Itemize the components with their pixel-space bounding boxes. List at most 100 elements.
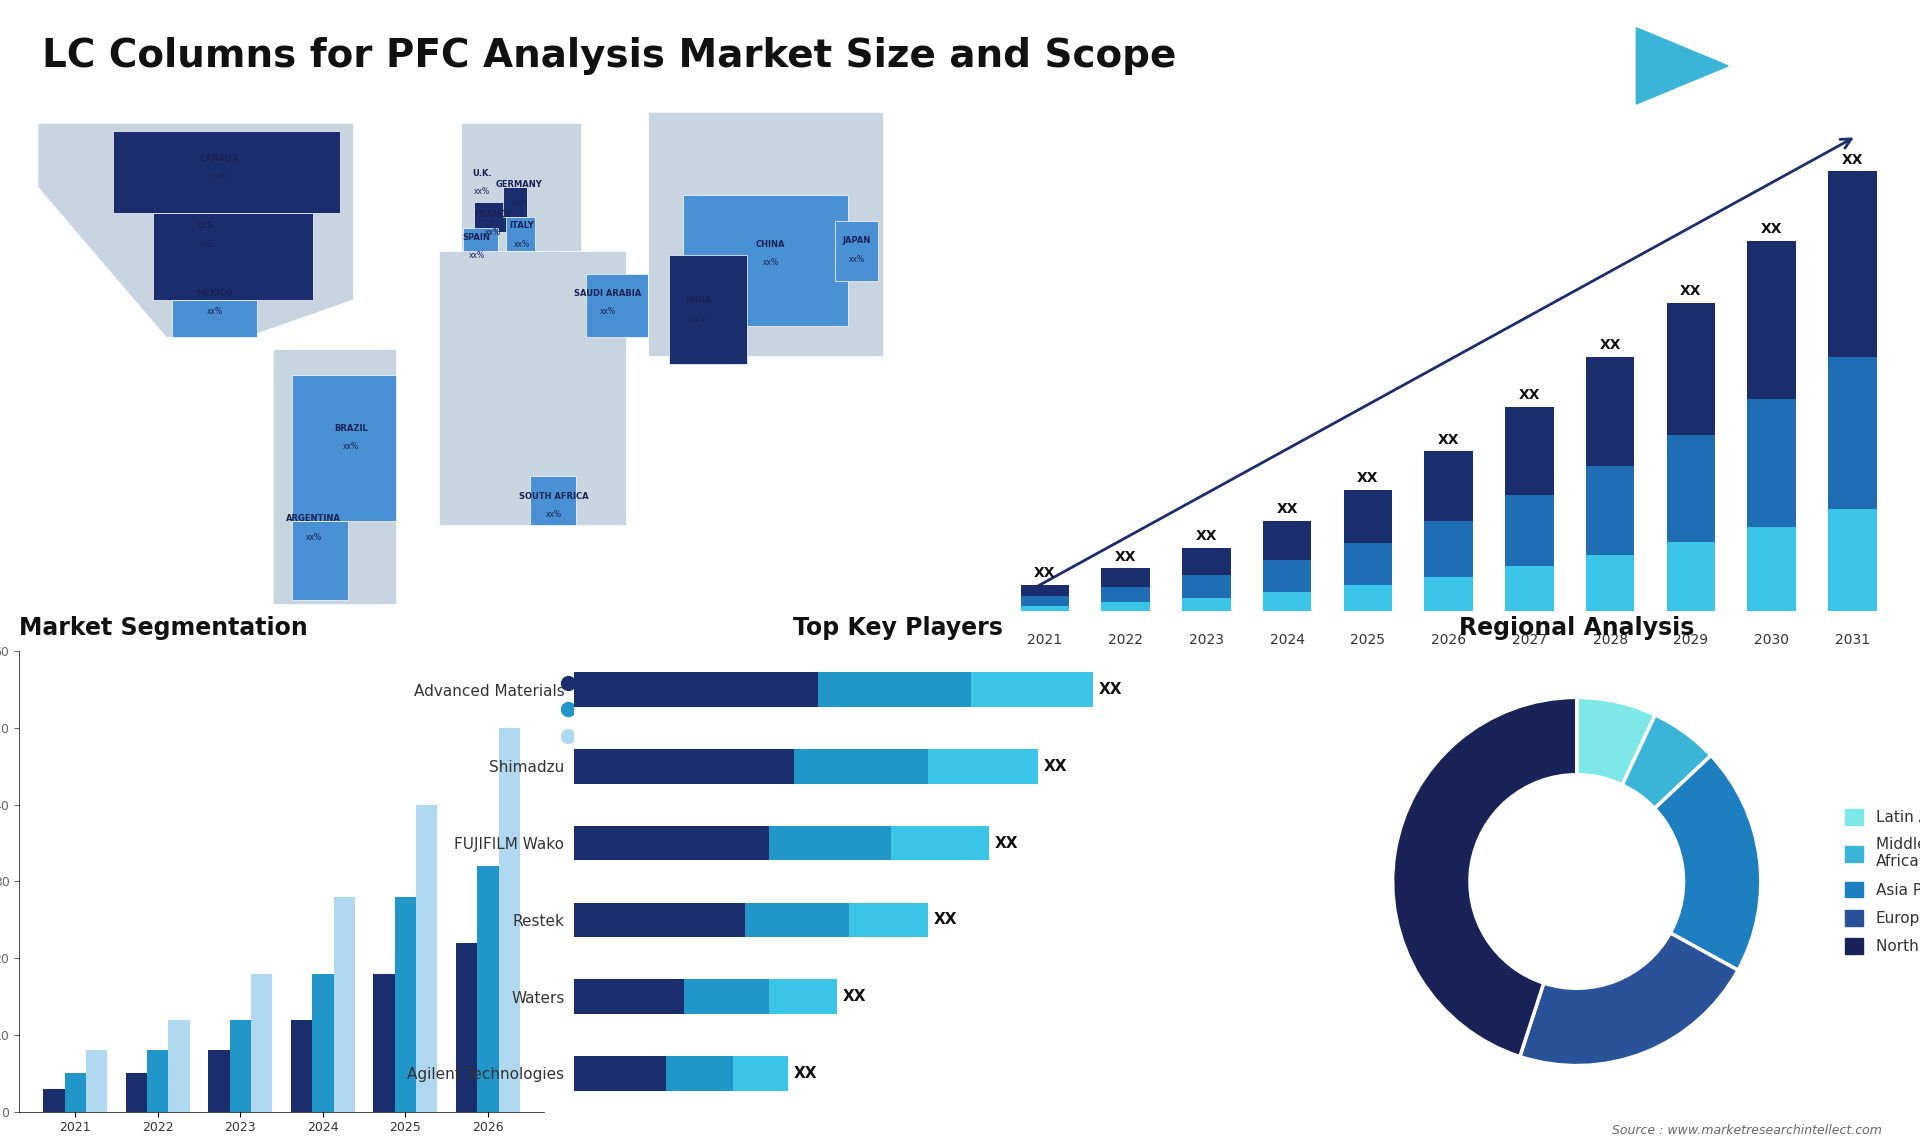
Text: CANADA: CANADA bbox=[200, 154, 240, 163]
Text: xx%: xx% bbox=[198, 240, 215, 249]
Text: SPAIN: SPAIN bbox=[463, 233, 490, 242]
Text: GERMANY: GERMANY bbox=[495, 180, 543, 189]
Bar bbox=[574, 903, 745, 937]
Bar bbox=[1667, 303, 1715, 435]
Bar bbox=[1667, 435, 1715, 542]
Text: xx%: xx% bbox=[474, 187, 490, 196]
Bar bbox=[1747, 399, 1795, 527]
Bar bbox=[252, 974, 273, 1112]
Text: XX: XX bbox=[1438, 432, 1459, 447]
Bar bbox=[499, 728, 520, 1112]
Text: INTELLECT: INTELLECT bbox=[1745, 79, 1814, 92]
Bar bbox=[1183, 548, 1231, 575]
Wedge shape bbox=[1521, 933, 1738, 1066]
Title: Top Key Players: Top Key Players bbox=[793, 615, 1004, 639]
Bar bbox=[1505, 407, 1553, 495]
Bar bbox=[455, 943, 476, 1112]
Text: 2021: 2021 bbox=[1027, 633, 1062, 647]
Text: FRANCE: FRANCE bbox=[474, 210, 511, 219]
Polygon shape bbox=[292, 375, 396, 521]
Bar bbox=[891, 826, 989, 861]
Bar bbox=[1425, 452, 1473, 521]
Text: XX: XX bbox=[1116, 550, 1137, 564]
Bar bbox=[396, 897, 417, 1112]
Bar bbox=[574, 980, 684, 1014]
Text: U.K.: U.K. bbox=[472, 168, 492, 178]
Text: 2030: 2030 bbox=[1755, 633, 1789, 647]
Text: XX: XX bbox=[793, 1066, 818, 1081]
Bar bbox=[770, 980, 837, 1014]
Polygon shape bbox=[507, 218, 536, 251]
Text: MEXICO: MEXICO bbox=[196, 289, 232, 298]
Bar bbox=[334, 897, 355, 1112]
Bar bbox=[313, 974, 334, 1112]
Bar bbox=[207, 1050, 230, 1112]
Bar bbox=[125, 1074, 148, 1112]
Polygon shape bbox=[586, 274, 647, 337]
Polygon shape bbox=[292, 521, 348, 601]
Text: XX: XX bbox=[1035, 566, 1056, 580]
Bar bbox=[574, 826, 770, 861]
Text: XX: XX bbox=[1761, 222, 1782, 236]
Polygon shape bbox=[440, 251, 626, 525]
Bar bbox=[1505, 566, 1553, 612]
Text: xx%: xx% bbox=[511, 198, 528, 207]
Bar bbox=[733, 1057, 787, 1091]
Text: xx%: xx% bbox=[305, 533, 321, 542]
Text: JAPAN: JAPAN bbox=[843, 236, 870, 245]
Text: xx%: xx% bbox=[515, 240, 530, 249]
Wedge shape bbox=[1622, 715, 1711, 808]
Polygon shape bbox=[1636, 28, 1728, 104]
Polygon shape bbox=[463, 228, 497, 259]
Bar bbox=[1263, 591, 1311, 612]
Bar bbox=[1747, 527, 1795, 612]
Bar bbox=[770, 826, 891, 861]
Polygon shape bbox=[835, 221, 877, 281]
Polygon shape bbox=[503, 187, 528, 218]
Bar bbox=[1505, 495, 1553, 566]
Text: BRAZIL: BRAZIL bbox=[334, 424, 369, 433]
Legend: Type, Application, Geography: Type, Application, Geography bbox=[557, 669, 682, 753]
Bar bbox=[1021, 584, 1069, 596]
Bar bbox=[1183, 597, 1231, 612]
Text: XX: XX bbox=[1680, 284, 1701, 298]
Text: 2024: 2024 bbox=[1269, 633, 1306, 647]
Text: MARKET: MARKET bbox=[1745, 40, 1801, 53]
Text: xx%: xx% bbox=[691, 315, 707, 324]
Bar bbox=[169, 1020, 190, 1112]
Bar bbox=[574, 1057, 666, 1091]
Polygon shape bbox=[670, 254, 747, 363]
Bar bbox=[1586, 358, 1634, 466]
Bar bbox=[745, 903, 849, 937]
Text: CHINA: CHINA bbox=[756, 241, 785, 249]
Bar bbox=[1183, 575, 1231, 597]
Bar bbox=[1667, 542, 1715, 612]
Text: 2031: 2031 bbox=[1836, 633, 1870, 647]
Text: XX: XX bbox=[1277, 502, 1298, 516]
Text: INDIA: INDIA bbox=[685, 297, 712, 306]
Bar bbox=[1344, 584, 1392, 612]
Bar bbox=[148, 1050, 169, 1112]
Text: 2026: 2026 bbox=[1430, 633, 1467, 647]
Bar bbox=[230, 1020, 252, 1112]
Bar bbox=[1102, 602, 1150, 612]
Bar bbox=[793, 749, 927, 784]
Text: xx%: xx% bbox=[344, 442, 359, 452]
Polygon shape bbox=[647, 112, 883, 356]
Bar bbox=[666, 1057, 733, 1091]
Text: XX: XX bbox=[995, 835, 1020, 850]
Text: Source : www.marketresearchintellect.com: Source : www.marketresearchintellect.com bbox=[1611, 1124, 1882, 1137]
Text: xx%: xx% bbox=[211, 172, 228, 181]
Bar bbox=[574, 749, 793, 784]
Text: XX: XX bbox=[843, 989, 866, 1004]
Bar bbox=[1586, 555, 1634, 612]
Polygon shape bbox=[682, 195, 849, 327]
Wedge shape bbox=[1576, 698, 1655, 785]
Text: U.S.: U.S. bbox=[198, 221, 217, 230]
Polygon shape bbox=[474, 202, 509, 233]
Text: 2022: 2022 bbox=[1108, 633, 1142, 647]
Text: XX: XX bbox=[1098, 682, 1123, 697]
Bar bbox=[1425, 576, 1473, 612]
Text: 2027: 2027 bbox=[1511, 633, 1548, 647]
Title: Regional Analysis: Regional Analysis bbox=[1459, 615, 1695, 639]
